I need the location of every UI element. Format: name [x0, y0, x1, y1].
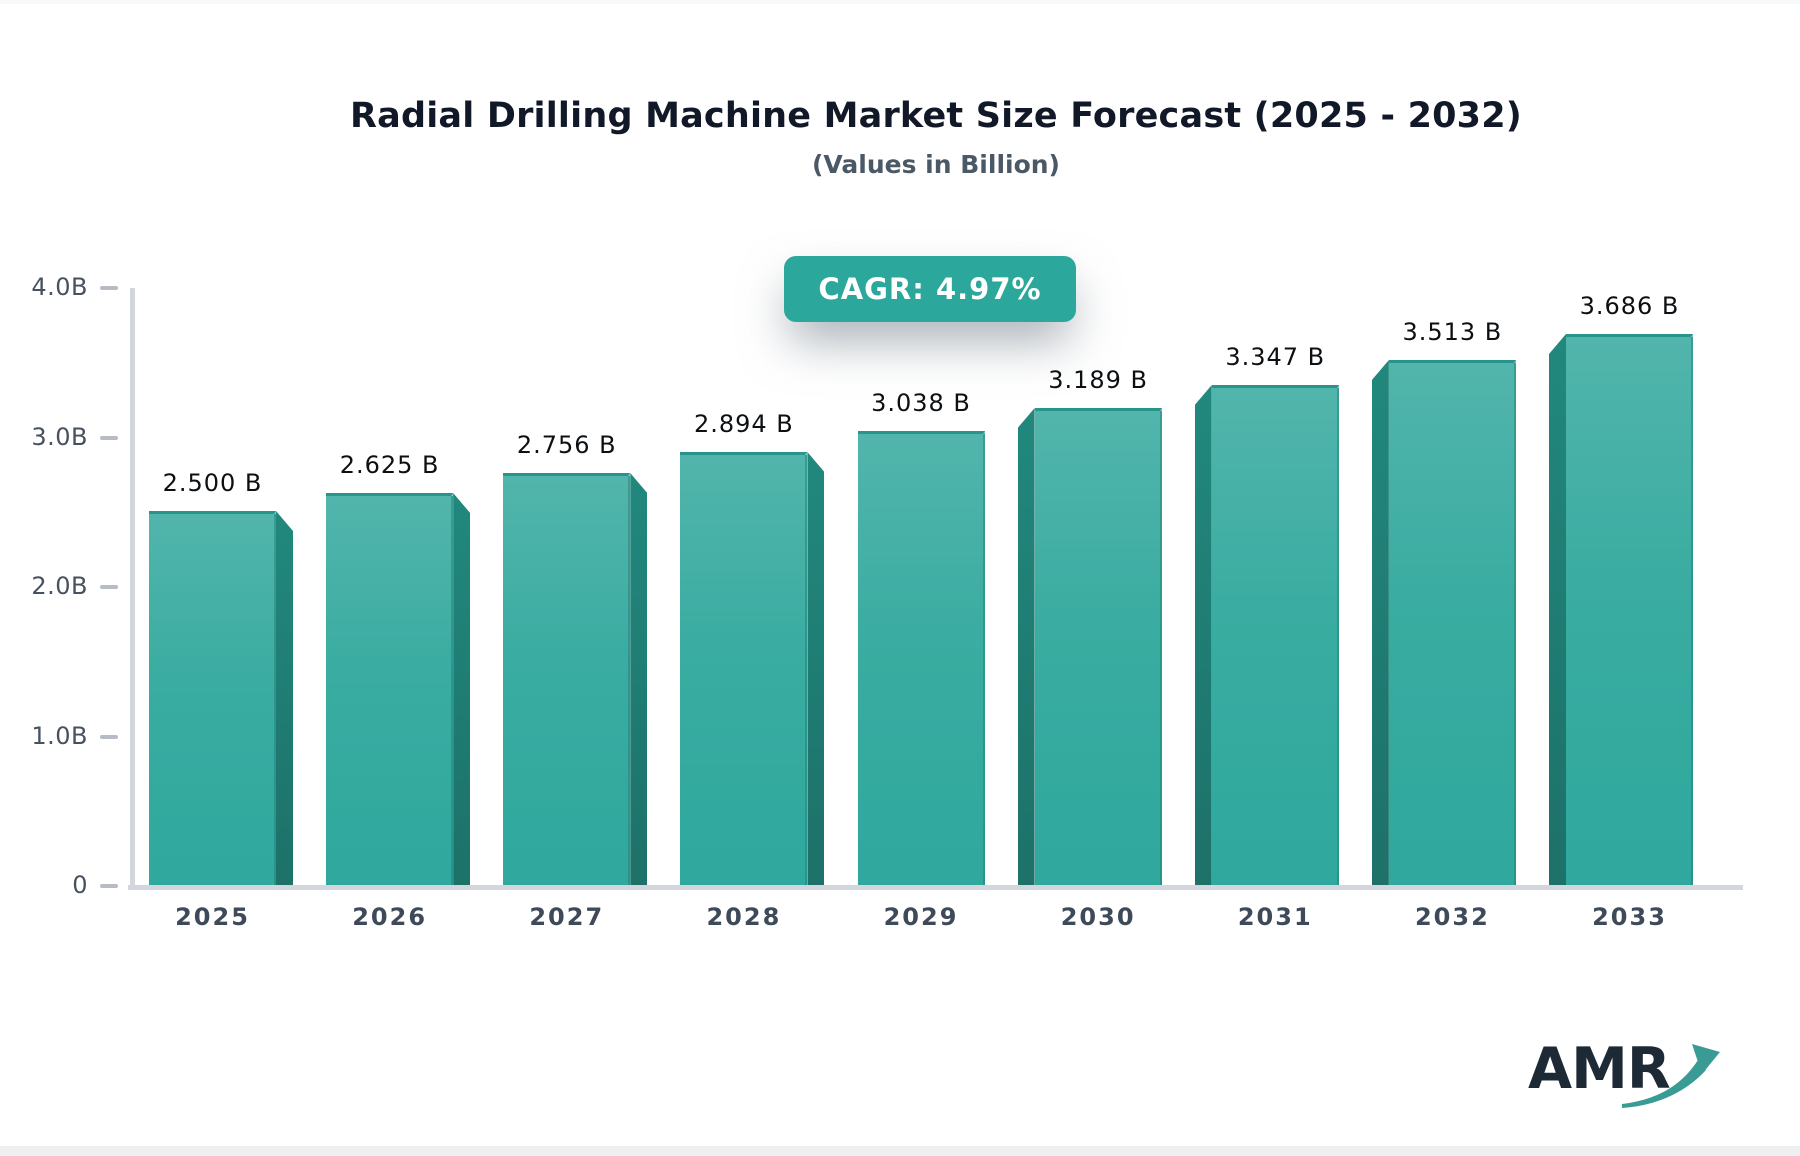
- x-axis-line: [128, 885, 1743, 890]
- y-tick-label: 4.0B: [31, 273, 88, 301]
- bar-side-panel: [630, 473, 648, 885]
- bottom-edge-strip: [0, 1146, 1800, 1156]
- bar-2029: [857, 431, 985, 885]
- bar-value-label: 3.513 B: [1402, 318, 1503, 346]
- x-axis-label: 2032: [1414, 903, 1490, 931]
- y-tick-mark: [100, 435, 118, 440]
- bar-2027: [503, 473, 631, 885]
- y-tick-mark: [100, 734, 118, 739]
- y-tick-mark: [100, 585, 118, 589]
- cagr-badge-row: CAGR: 4.97%: [30, 256, 1800, 322]
- bar-2031: [1211, 385, 1339, 885]
- bar-value-label: 3.686 B: [1579, 292, 1680, 320]
- x-axis-label: 2025: [175, 903, 250, 931]
- bar-side-panel: [1549, 334, 1566, 885]
- y-tick-mark: [100, 286, 118, 290]
- bar-value-label: 2.894 B: [693, 410, 794, 438]
- x-axis-label: 2028: [706, 903, 782, 931]
- top-edge-strip: [0, 0, 1800, 4]
- x-axis-label: 2026: [352, 903, 428, 931]
- bar-side-panel: [453, 493, 471, 885]
- bar-2025: [149, 511, 276, 885]
- bar-2032: [1388, 360, 1516, 885]
- bar-side-panel: [1371, 360, 1389, 885]
- bar-value-label: 2.625 B: [339, 451, 440, 479]
- y-tick-label: 1.0B: [31, 721, 88, 750]
- chart-header: Radial Drilling Machine Market Size Fore…: [36, 0, 1800, 179]
- bar-value-label: 2.756 B: [516, 431, 617, 459]
- growth-arrow-icon: [1622, 1044, 1720, 1108]
- cagr-badge: CAGR: 4.97%: [784, 256, 1076, 322]
- bar-value-label: 3.038 B: [871, 389, 971, 417]
- bar-2028: [680, 452, 808, 885]
- bar-value-label: 3.189 B: [1048, 366, 1149, 394]
- bar-side-panel: [276, 511, 293, 885]
- y-tick-label: 2.0B: [31, 572, 88, 600]
- x-axis-label: 2027: [529, 903, 605, 931]
- bar-value-label: 2.500 B: [162, 469, 263, 497]
- bar-2026: [326, 493, 454, 885]
- chart-title: Radial Drilling Machine Market Size Fore…: [350, 96, 1522, 136]
- x-axis-label: 2033: [1592, 903, 1667, 931]
- bar-side-panel: [1017, 408, 1035, 885]
- bar-side-panel: [1194, 385, 1212, 885]
- bar-2033: [1566, 334, 1693, 885]
- bar-value-label: 3.347 B: [1225, 343, 1326, 371]
- y-tick-mark: [100, 884, 118, 888]
- chart-subtitle: (Values in Billion): [812, 150, 1060, 179]
- bar-2030: [1034, 408, 1162, 885]
- x-axis-label: 2029: [883, 903, 959, 931]
- x-axis-label: 2030: [1060, 903, 1136, 931]
- y-axis-line: [130, 288, 135, 890]
- x-axis-label: 2031: [1237, 903, 1313, 931]
- bar-side-panel: [807, 452, 825, 885]
- amr-logo-text: AMR: [1528, 1036, 1671, 1102]
- y-tick-label: 3.0B: [31, 422, 88, 451]
- amr-logo: AMR: [1528, 1036, 1728, 1116]
- y-tick-label: 0: [72, 871, 88, 899]
